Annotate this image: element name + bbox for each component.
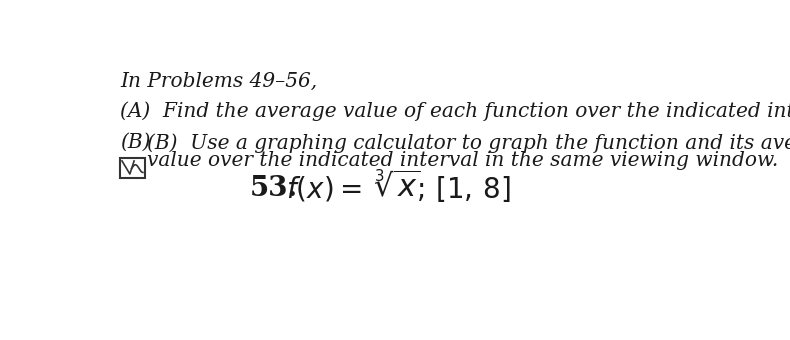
Text: (A)  Find the average value of each function over the indicated interval.: (A) Find the average value of each funct… <box>120 101 790 120</box>
Text: 53.: 53. <box>250 175 298 202</box>
Text: In Problems 49–56,: In Problems 49–56, <box>120 72 318 90</box>
Text: (B)  Use a graphing calculator to graph the function and its average: (B) Use a graphing calculator to graph t… <box>147 133 790 153</box>
Text: $\mathit{f}(\mathit{x}) =$: $\mathit{f}(\mathit{x}) =$ <box>286 174 362 203</box>
Text: $\sqrt[3]{\mathit{x}}$: $\sqrt[3]{\mathit{x}}$ <box>374 173 421 205</box>
Text: (B): (B) <box>120 133 151 152</box>
Text: value over the indicated interval in the same viewing window.: value over the indicated interval in the… <box>147 151 778 170</box>
Bar <box>120 158 145 178</box>
Text: $\mathit{;}\,[\mathit{1},\,\mathit{8}]$: $\mathit{;}\,[\mathit{1},\,\mathit{8}]$ <box>416 174 511 204</box>
